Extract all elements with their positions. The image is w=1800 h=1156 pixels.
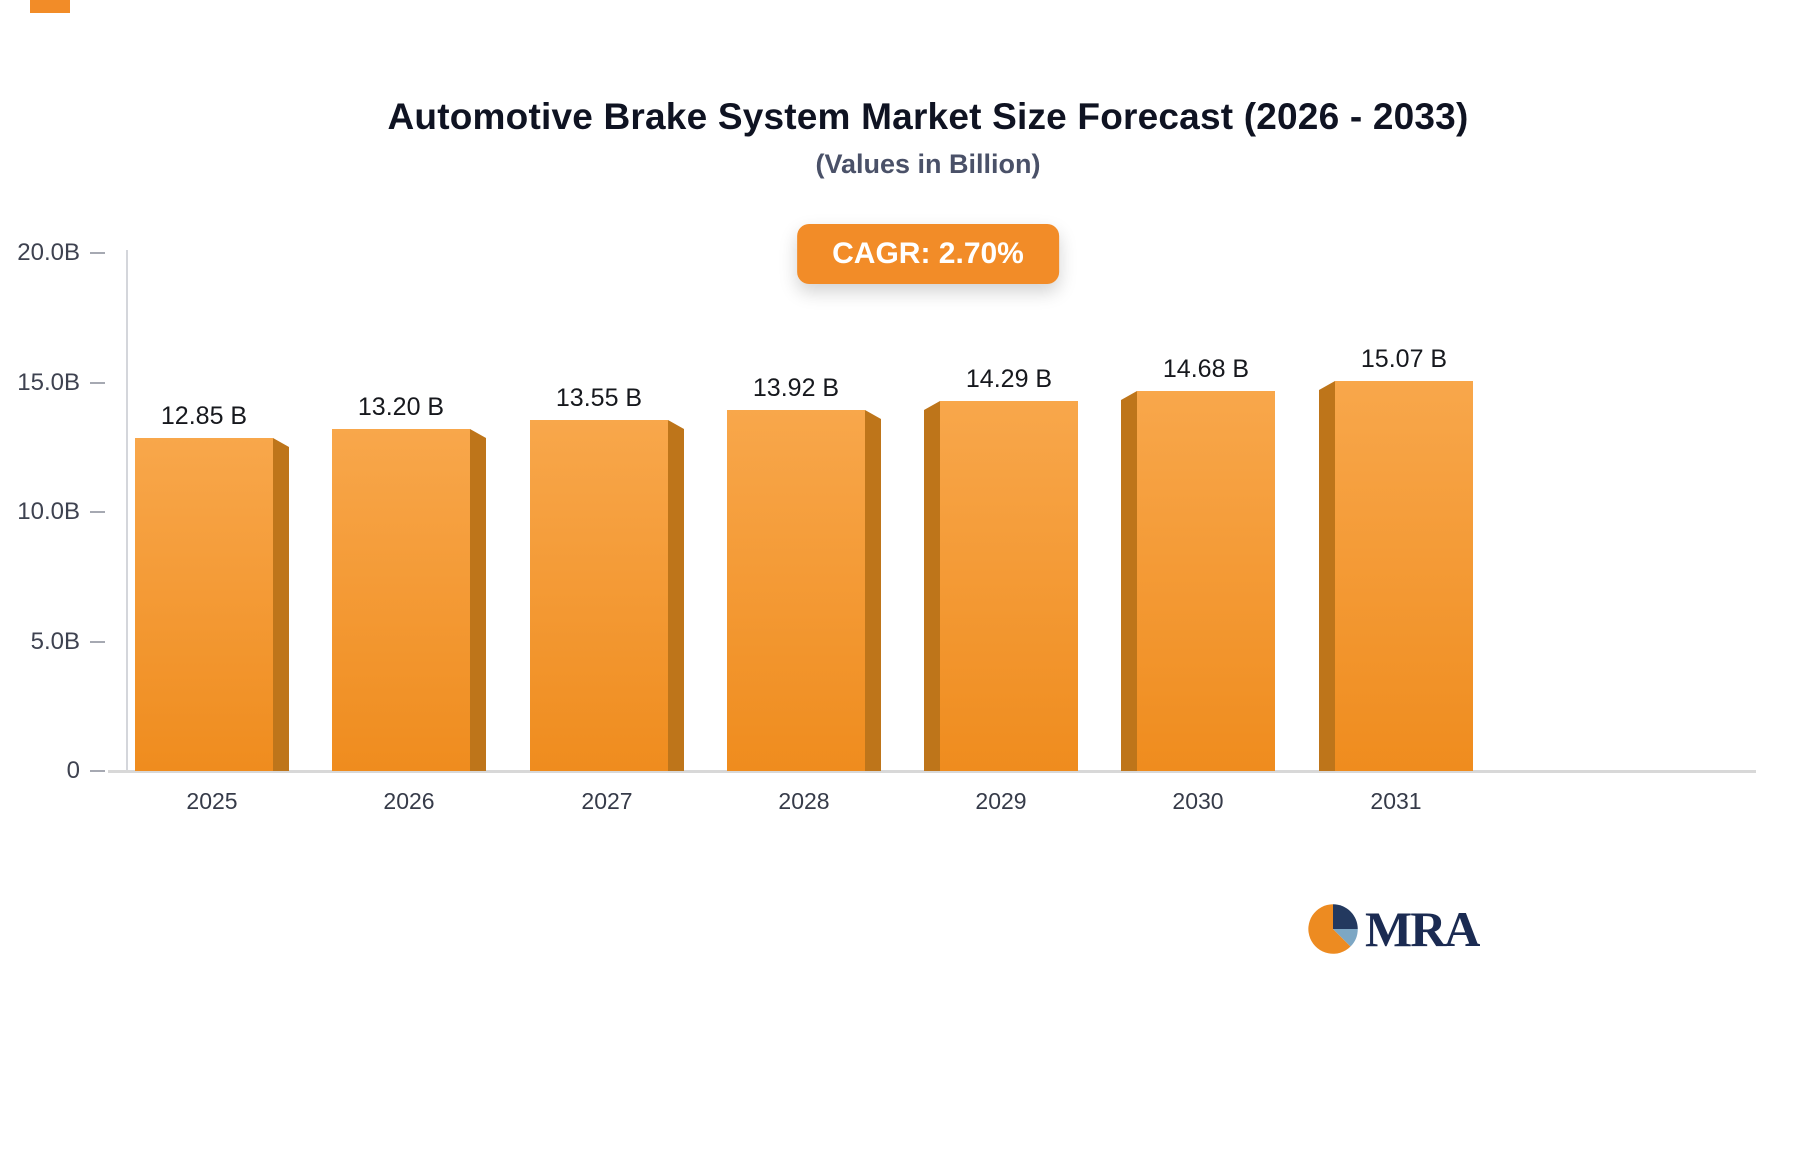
bar-side <box>865 410 881 771</box>
y-tick-label: 20.0B <box>17 239 80 266</box>
bar <box>530 420 684 771</box>
bar-side <box>470 429 486 771</box>
bar <box>135 438 289 771</box>
bar-value-label: 14.68 B <box>1162 355 1250 383</box>
bar <box>924 401 1078 771</box>
bar <box>1121 391 1275 771</box>
x-axis-label: 2026 <box>383 788 435 814</box>
bar-face <box>1137 391 1275 771</box>
y-tick-label: 10.0B <box>17 498 80 525</box>
bar-side <box>924 401 940 771</box>
bar-value-label: 15.07 B <box>1360 345 1448 373</box>
bar-face <box>1335 381 1473 771</box>
bar-side <box>1319 381 1335 771</box>
bar <box>332 429 486 771</box>
bar-face <box>727 410 865 771</box>
bar-face <box>135 438 273 771</box>
x-axis-line <box>108 770 1756 773</box>
x-axis-label: 2027 <box>581 788 633 814</box>
bar-value-label: 13.55 B <box>555 384 643 412</box>
logo-pie-icon <box>1308 904 1358 954</box>
y-tick-mark <box>90 770 105 772</box>
bar-side <box>273 438 289 771</box>
bar-side <box>668 420 684 771</box>
bar-value-label: 13.20 B <box>357 393 445 421</box>
logo-text: MRA <box>1365 901 1480 957</box>
x-axis-label: 2031 <box>1370 788 1422 814</box>
bar-value-label: 13.92 B <box>752 374 840 402</box>
logo: MRA <box>1306 901 1480 957</box>
x-axis-label: 2025 <box>186 788 238 814</box>
bar-value-label: 12.85 B <box>160 402 248 430</box>
y-tick-label: 5.0B <box>30 627 80 655</box>
y-tick-label: 15.0B <box>17 368 80 396</box>
x-axis-label: 2028 <box>778 788 830 814</box>
chart-title: Automotive Brake System Market Size Fore… <box>387 96 1469 137</box>
x-axis-label: 2029 <box>975 788 1027 814</box>
cagr-badge: CAGR: 2.70% <box>797 224 1059 284</box>
bar <box>1319 381 1473 771</box>
bar-face <box>530 420 668 771</box>
bar-value-label: 14.29 B <box>965 365 1053 393</box>
y-tick-mark <box>90 511 105 513</box>
y-tick-mark <box>90 640 105 643</box>
y-tick-mark <box>90 252 105 254</box>
bar-face <box>332 429 470 771</box>
y-tick-mark <box>90 381 105 384</box>
x-axis-label: 2030 <box>1172 788 1224 814</box>
y-tick-label: 0 <box>66 757 80 784</box>
top-left-artifact <box>30 0 70 13</box>
chart-subtitle: (Values in Billion) <box>815 149 1041 179</box>
bar-side <box>1121 391 1137 771</box>
y-axis-line <box>126 250 128 773</box>
bar <box>727 410 881 771</box>
bar-face <box>940 401 1078 771</box>
